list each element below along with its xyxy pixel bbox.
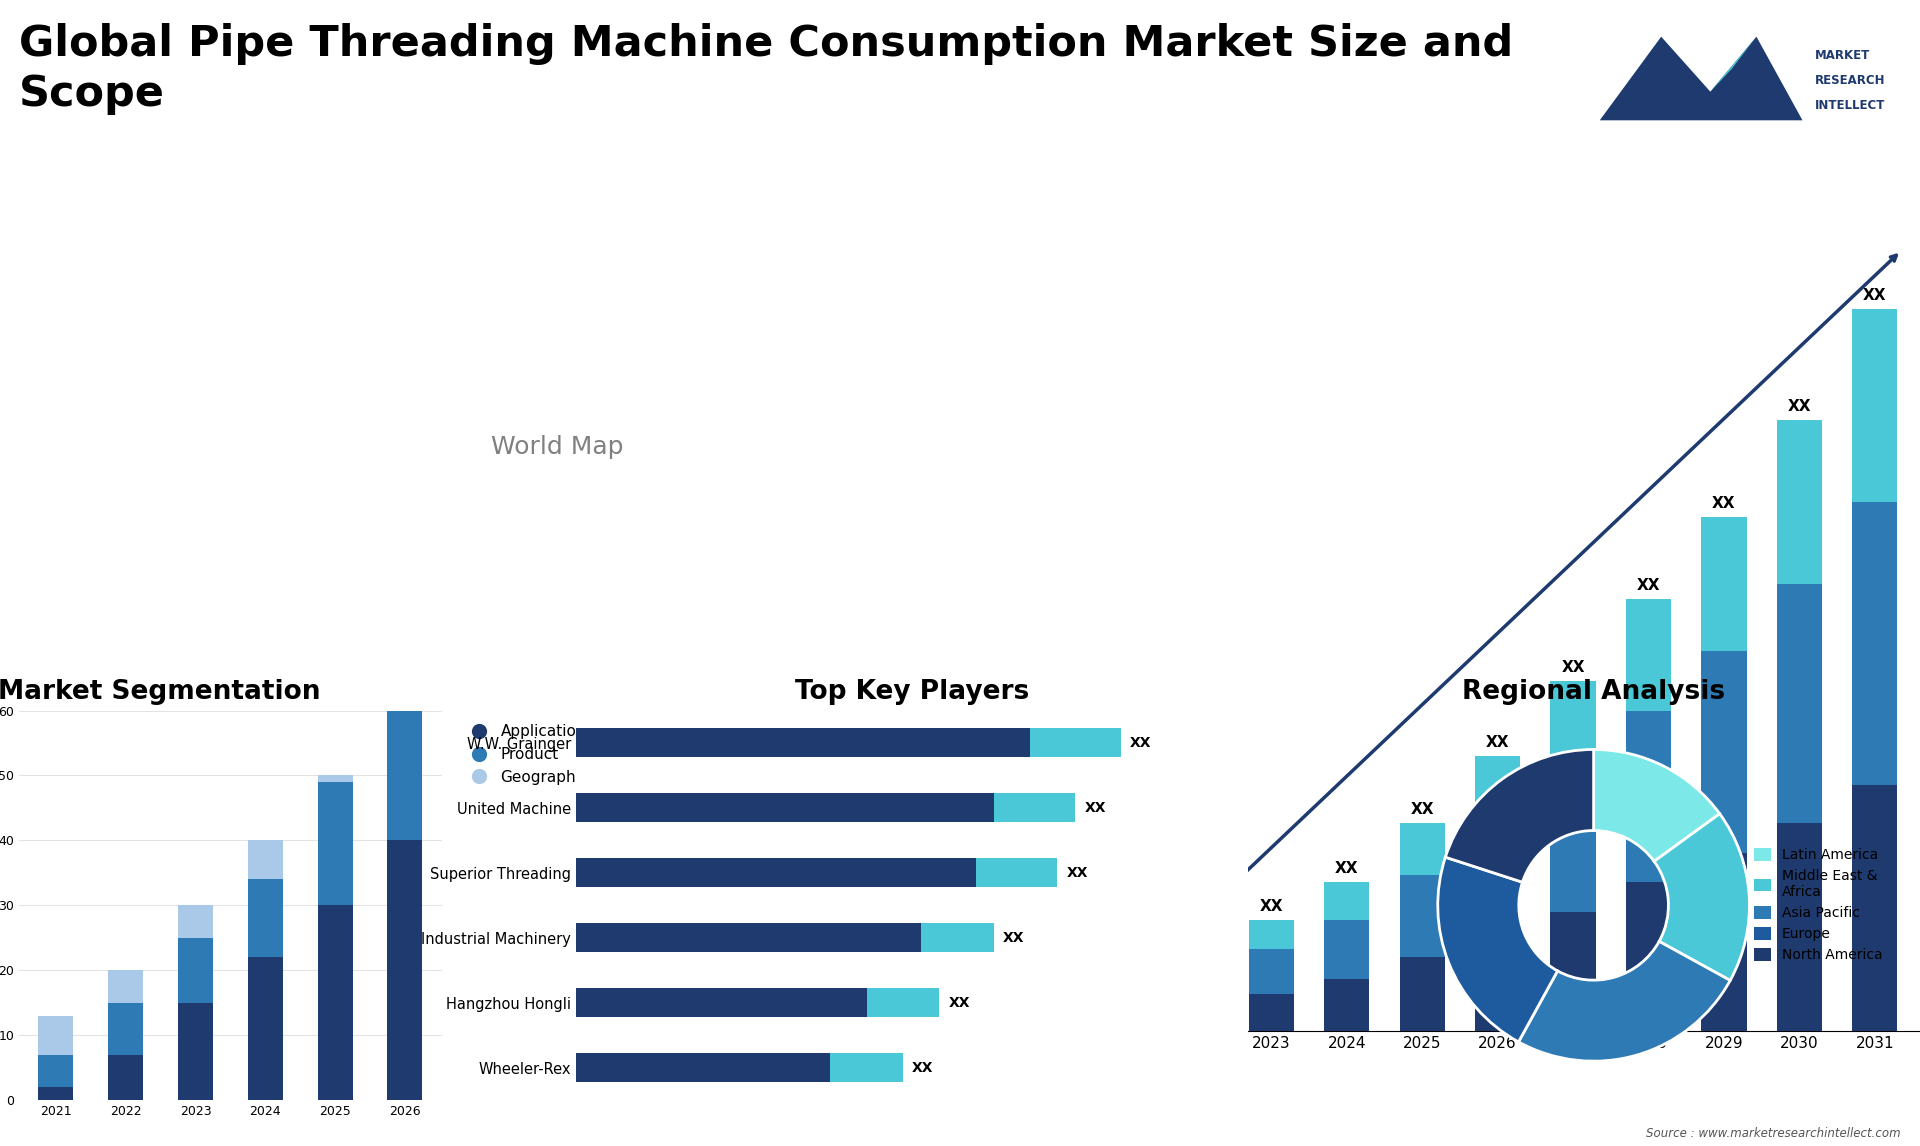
Bar [1776, 421, 1822, 584]
Bar [1400, 823, 1444, 874]
Bar [1173, 957, 1219, 979]
Text: XX: XX [1066, 866, 1089, 880]
Title: Top Key Players: Top Key Players [795, 680, 1029, 706]
Bar [38, 1088, 73, 1100]
Bar [1853, 502, 1897, 785]
Bar [108, 1003, 144, 1054]
Wedge shape [1519, 941, 1730, 1061]
Text: XX: XX [1334, 862, 1359, 877]
Bar [1098, 1017, 1142, 1031]
Wedge shape [1594, 749, 1720, 862]
Bar [922, 924, 995, 952]
Bar [576, 728, 1029, 758]
Bar [388, 639, 422, 698]
Bar [1701, 651, 1747, 853]
Bar [1248, 919, 1294, 949]
Bar [1701, 853, 1747, 1031]
Bar [1776, 584, 1822, 823]
Bar [1853, 308, 1897, 502]
Bar [1551, 770, 1596, 912]
Bar [1475, 755, 1521, 823]
Bar [1029, 728, 1121, 758]
Bar [108, 1054, 144, 1100]
Bar [38, 1054, 73, 1088]
Bar [248, 957, 282, 1100]
Bar [576, 1053, 829, 1083]
Wedge shape [1446, 749, 1594, 882]
Text: XX: XX [1002, 931, 1023, 944]
Bar [179, 1003, 213, 1100]
Bar [1173, 1008, 1219, 1031]
Text: World Map: World Map [490, 435, 624, 458]
Legend: Latin America, Middle East &
Africa, Asia Pacific, Europe, North America: Latin America, Middle East & Africa, Asi… [1749, 842, 1887, 968]
Bar [317, 782, 353, 905]
Bar [576, 858, 975, 887]
Text: Market Segmentation: Market Segmentation [0, 680, 321, 706]
Text: XX: XX [1411, 802, 1434, 817]
Bar [179, 937, 213, 1003]
Text: XX: XX [1185, 936, 1208, 951]
Text: XX: XX [912, 1061, 933, 1075]
Bar [248, 840, 282, 879]
Bar [1248, 994, 1294, 1031]
Bar [108, 971, 144, 1003]
Bar [1325, 979, 1369, 1031]
Bar [995, 793, 1075, 823]
Bar [1701, 517, 1747, 651]
Title: Regional Analysis: Regional Analysis [1461, 680, 1726, 706]
Bar [1400, 874, 1444, 957]
Text: Global Pipe Threading Machine Consumption Market Size and
Scope: Global Pipe Threading Machine Consumptio… [19, 23, 1513, 115]
Bar [1248, 949, 1294, 994]
Bar [1325, 882, 1369, 919]
Bar [576, 988, 866, 1018]
Bar [1475, 934, 1521, 1031]
Bar [38, 1015, 73, 1054]
Text: INTELLECT: INTELLECT [1814, 99, 1885, 112]
Bar [829, 1053, 902, 1083]
Polygon shape [1711, 37, 1757, 92]
Bar [388, 840, 422, 1100]
Bar [1098, 994, 1142, 1017]
Bar [1626, 599, 1670, 711]
Bar [1776, 823, 1822, 1031]
Wedge shape [1438, 857, 1557, 1042]
Text: MARKET: MARKET [1814, 48, 1870, 62]
Bar [179, 905, 213, 937]
Bar [1475, 823, 1521, 934]
Bar [975, 858, 1058, 887]
Bar [866, 988, 939, 1018]
Polygon shape [1599, 37, 1803, 120]
Text: XX: XX [1713, 496, 1736, 511]
Text: XX: XX [948, 996, 970, 1010]
Text: RESEARCH: RESEARCH [1814, 73, 1885, 87]
Text: Source : www.marketresearchintellect.com: Source : www.marketresearchintellect.com [1645, 1128, 1901, 1140]
Bar [1853, 785, 1897, 1031]
Wedge shape [1655, 814, 1749, 981]
Bar [576, 924, 922, 952]
Bar [1551, 912, 1596, 1031]
Bar [317, 905, 353, 1100]
Bar [1626, 882, 1670, 1031]
Text: XX: XX [1131, 736, 1152, 749]
Bar [1173, 979, 1219, 1008]
Bar [1325, 919, 1369, 979]
Text: XX: XX [1486, 735, 1509, 749]
Legend: Application, Product, Geography: Application, Product, Geography [457, 719, 591, 791]
Bar [1400, 957, 1444, 1031]
Text: XX: XX [1788, 399, 1811, 415]
Bar [388, 698, 422, 840]
Bar [1098, 979, 1142, 994]
Text: XX: XX [1260, 898, 1283, 913]
Bar [248, 879, 282, 957]
Bar [576, 793, 995, 823]
Text: XX: XX [1561, 660, 1584, 675]
Text: XX: XX [1108, 958, 1133, 973]
Bar [1626, 711, 1670, 882]
Bar [317, 776, 353, 782]
Bar [1551, 681, 1596, 770]
Text: XX: XX [1862, 288, 1887, 303]
Text: XX: XX [1636, 579, 1661, 594]
Text: XX: XX [1085, 801, 1106, 815]
